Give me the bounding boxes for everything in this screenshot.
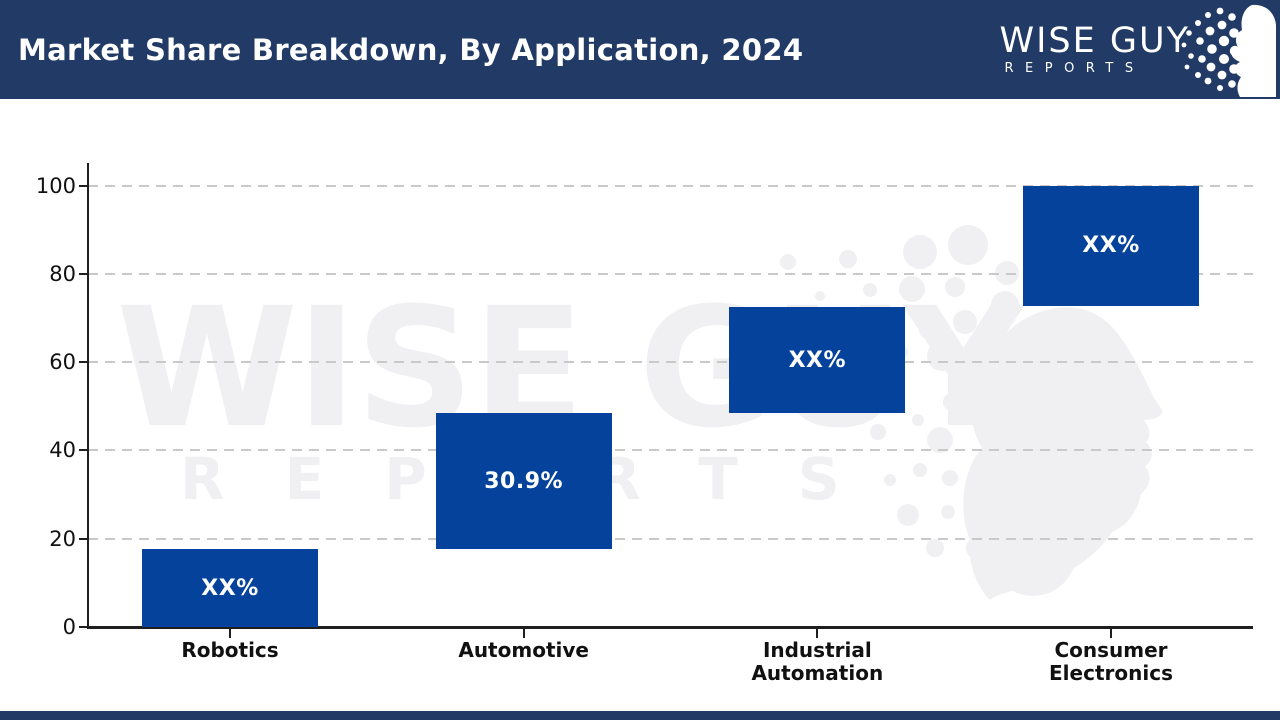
header-bar: Market Share Breakdown, By Application, … bbox=[0, 0, 1280, 99]
bar-value-label: XX% bbox=[201, 575, 259, 601]
y-tick-label: 60 bbox=[49, 350, 76, 375]
category-label: Robotics bbox=[181, 638, 279, 662]
y-tick-label: 40 bbox=[49, 438, 76, 463]
footer-bar bbox=[0, 711, 1280, 720]
bar-segment: XX% bbox=[729, 307, 906, 413]
gridline-y100 bbox=[88, 184, 1253, 187]
bar-segment: 30.9% bbox=[435, 412, 612, 550]
x-tick bbox=[522, 629, 525, 638]
y-tick-label: 20 bbox=[49, 526, 76, 551]
y-tick bbox=[79, 361, 87, 364]
category-label: Consumer Electronics bbox=[1049, 638, 1173, 685]
y-tick-label: 100 bbox=[35, 173, 76, 198]
gridline-y80 bbox=[88, 272, 1253, 275]
x-tick bbox=[229, 629, 231, 638]
x-tick bbox=[816, 629, 819, 638]
y-tick bbox=[79, 449, 87, 452]
gridline-y60 bbox=[88, 361, 1253, 364]
x-axis-spine bbox=[87, 626, 1253, 629]
bar-value-label: 30.9% bbox=[484, 468, 564, 494]
y-axis-spine bbox=[87, 163, 89, 629]
y-tick bbox=[79, 626, 87, 628]
bar-segment: XX% bbox=[142, 549, 318, 627]
y-tick-label: 0 bbox=[62, 615, 76, 639]
wiseguy-logo: WISE GUY REPORTS bbox=[999, 0, 1280, 99]
x-tick bbox=[1110, 629, 1112, 638]
category-label: Automotive bbox=[458, 638, 589, 662]
bar-value-label: XX% bbox=[788, 347, 847, 373]
chart-title: Market Share Breakdown, By Application, … bbox=[18, 32, 804, 67]
y-tick-label: 80 bbox=[49, 261, 76, 286]
wiseguy-head-icon bbox=[1181, 4, 1276, 97]
gridline-y20 bbox=[88, 537, 1253, 540]
y-tick bbox=[79, 537, 87, 540]
gridline-y40 bbox=[88, 449, 1253, 452]
wiseguy-logo-text: WISE GUY REPORTS bbox=[999, 21, 1190, 76]
bar-segment: XX% bbox=[1023, 185, 1199, 307]
y-tick bbox=[79, 272, 87, 275]
y-tick bbox=[79, 184, 87, 187]
bar-value-label: XX% bbox=[1082, 233, 1140, 259]
category-label: Industrial Automation bbox=[751, 638, 884, 685]
logo-subtitle: REPORTS bbox=[1004, 61, 1145, 76]
logo-wordmark: WISE GUY bbox=[999, 21, 1190, 61]
watermark-head-icon bbox=[780, 225, 1163, 600]
